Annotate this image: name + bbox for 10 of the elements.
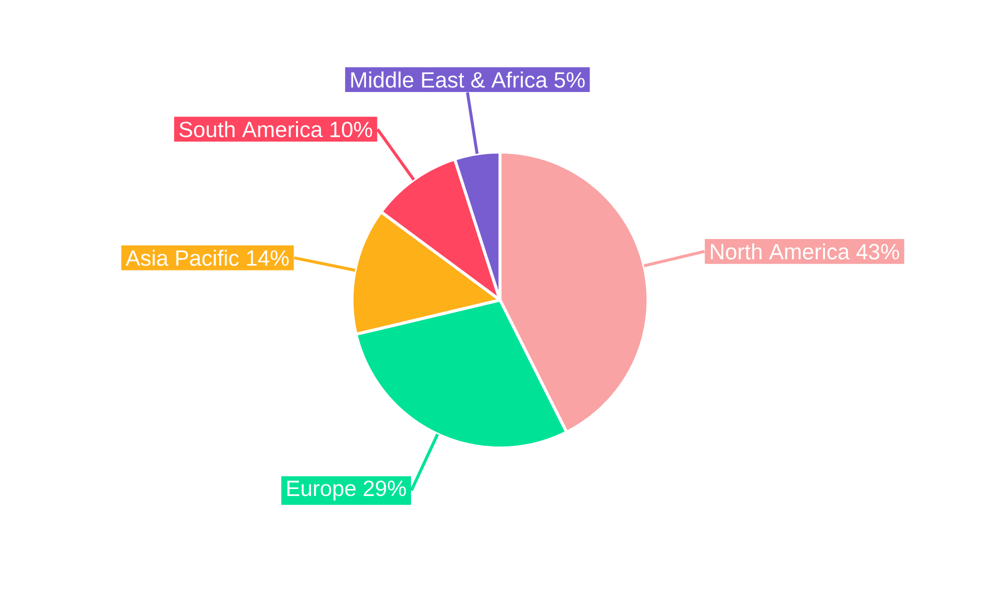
data-label: 43% — [856, 244, 900, 260]
slice-label: Middle East & Africa — [351, 72, 548, 88]
slice-label: Europe — [287, 480, 356, 501]
data-label: 29% — [364, 480, 406, 496]
slice-label: North America — [710, 243, 850, 260]
slice-label: South America — [179, 121, 323, 138]
data-label: 5% — [554, 72, 585, 88]
data-label: 10% — [330, 122, 372, 138]
slice-label: Asia Pacific — [126, 250, 239, 266]
data-label: 14% — [247, 250, 289, 266]
